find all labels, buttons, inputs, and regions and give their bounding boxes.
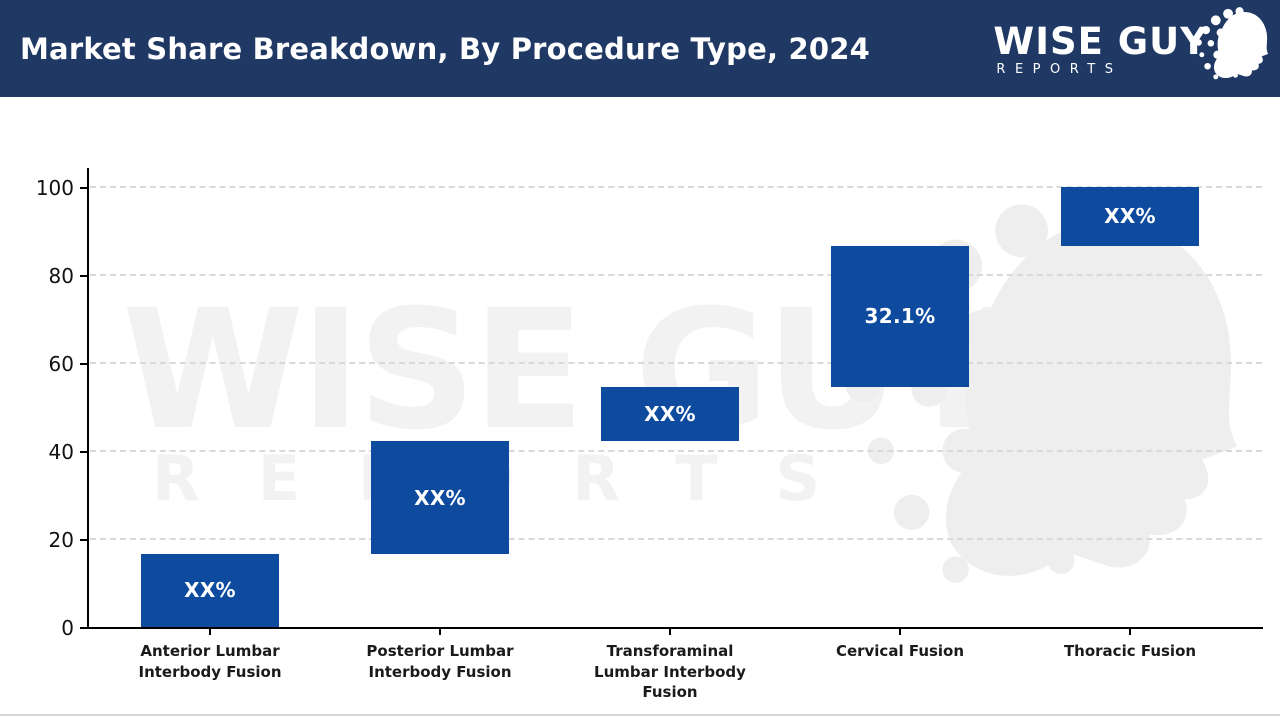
bar-segment: XX%: [141, 553, 279, 627]
y-tick-mark: [80, 275, 87, 277]
y-tick-label: 20: [48, 528, 74, 552]
y-tick-mark: [80, 187, 87, 189]
bar-value-label: XX%: [184, 578, 236, 603]
bar-value-label: 32.1%: [864, 304, 936, 329]
y-tick-mark: [80, 363, 87, 365]
x-tick-mark: [439, 629, 441, 635]
brand-logo: WISE GUY REPORTS: [993, 6, 1274, 92]
brand-logo-text: WISE GUY REPORTS: [993, 23, 1208, 76]
x-tick-mark: [669, 629, 671, 635]
y-tick-label: 60: [48, 352, 74, 376]
bar-segment: XX%: [371, 441, 509, 554]
x-axis-category-label: Anterior Lumbar Interbody Fusion: [138, 642, 282, 681]
y-tick-label: 40: [48, 440, 74, 464]
y-tick-mark: [80, 539, 87, 541]
header-band: Market Share Breakdown, By Procedure Typ…: [0, 0, 1280, 97]
x-tick-mark: [209, 629, 211, 635]
y-tick-mark: [80, 627, 87, 629]
bar-value-label: XX%: [1104, 204, 1156, 229]
dotted-head-icon: [1195, 7, 1269, 80]
y-axis-line: [87, 168, 89, 629]
watermark-subtitle: REPORTS: [152, 442, 879, 515]
brand-logo-subtitle: REPORTS: [996, 61, 1123, 77]
y-tick-label: 80: [48, 264, 74, 288]
y-tick-label: 100: [35, 176, 74, 200]
gridline: [90, 186, 1262, 188]
x-axis-category-label: Transforaminal Lumbar Interbody Fusion: [594, 642, 746, 702]
x-tick-mark: [1129, 629, 1131, 635]
bar-segment: XX%: [1061, 187, 1199, 246]
gridline: [90, 362, 1262, 364]
x-axis-category-label: Posterior Lumbar Interbody Fusion: [366, 642, 514, 681]
y-tick-mark: [80, 451, 87, 453]
brand-logo-wordmark: WISE GUY: [993, 19, 1208, 63]
x-axis-category-label: Cervical Fusion: [835, 642, 965, 660]
chart-title: Market Share Breakdown, By Procedure Typ…: [20, 31, 871, 66]
gridline: [90, 538, 1262, 540]
x-axis-line: [87, 627, 1263, 629]
x-tick-mark: [899, 629, 901, 635]
bar-segment: 32.1%: [831, 245, 969, 387]
x-axis-category-label: Thoracic Fusion: [1063, 642, 1197, 660]
gridline: [90, 274, 1262, 276]
y-tick-label: 0: [61, 616, 74, 640]
gridline: [90, 450, 1262, 452]
footer-divider: [0, 714, 1280, 716]
bar-segment: XX%: [601, 386, 739, 442]
bar-value-label: XX%: [414, 485, 466, 510]
bar-value-label: XX%: [644, 402, 696, 427]
